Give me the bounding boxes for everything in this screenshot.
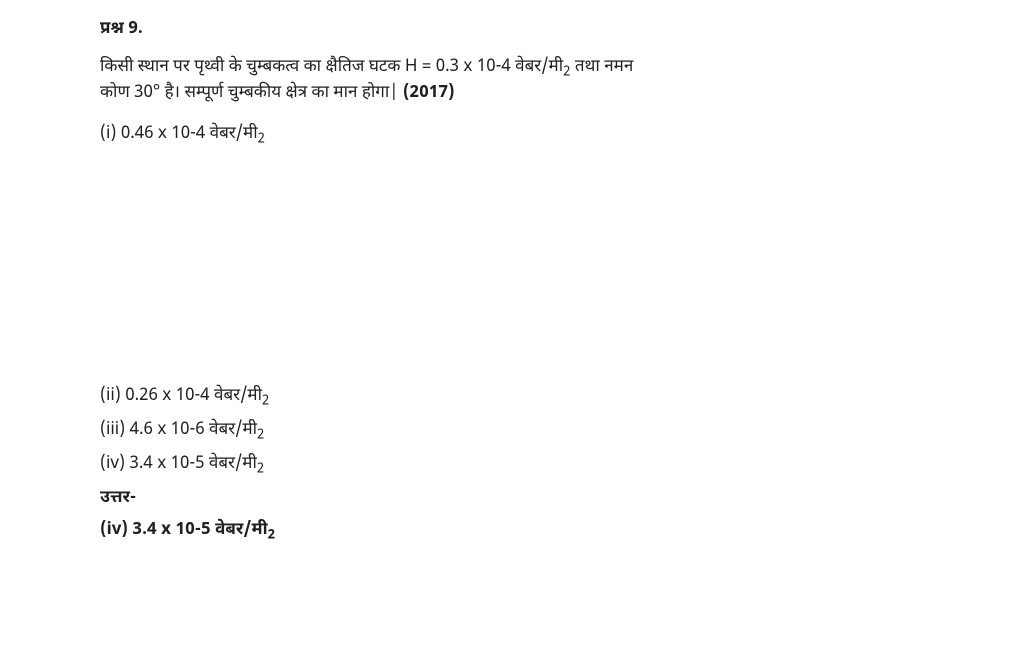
option-iv-sub: 2 — [257, 461, 264, 478]
option-i: (i) 0.46 x 10-4 वेबर/मी2 — [100, 123, 920, 145]
option-i-label: (i) 0.46 x 10-4 वेबर/मी — [100, 123, 258, 145]
option-ii-sub: 2 — [262, 393, 269, 410]
question-number: प्रश्न 9. — [100, 18, 920, 40]
question-line2a: कोण 30° है। सम्पूर्ण चुम्बकीय क्षेत्र का… — [100, 82, 403, 104]
option-iii: (iii) 4.6 x 10-6 वेबर/मी2 — [100, 419, 920, 441]
option-ii-label: (ii) 0.26 x 10-4 वेबर/मी — [100, 385, 262, 407]
option-iii-sub: 2 — [257, 427, 264, 444]
question-line1: किसी स्थान पर पृथ्वी के चुम्बकत्व का क्ष… — [100, 56, 563, 78]
option-ii: (ii) 0.26 x 10-4 वेबर/मी2 — [100, 385, 920, 407]
answer-value-sub: 2 — [268, 527, 276, 544]
question-text: किसी स्थान पर पृथ्वी के चुम्बकत्व का क्ष… — [100, 54, 920, 107]
question-page: प्रश्न 9. किसी स्थान पर पृथ्वी के चुम्बक… — [0, 0, 920, 541]
option-iii-label: (iii) 4.6 x 10-6 वेबर/मी — [100, 419, 257, 441]
answer-value: (iv) 3.4 x 10-5 वेबर/मी2 — [100, 519, 920, 541]
option-iv: (iv) 3.4 x 10-5 वेबर/मी2 — [100, 453, 920, 475]
question-year: (2017) — [403, 82, 455, 104]
option-i-sub: 2 — [258, 131, 265, 148]
question-line1-tail: तथा नमन — [570, 56, 633, 78]
option-iv-label: (iv) 3.4 x 10-5 वेबर/मी — [100, 453, 257, 475]
answer-value-label: (iv) 3.4 x 10-5 वेबर/मी — [100, 519, 268, 541]
answer-label: उत्तर- — [100, 487, 920, 509]
